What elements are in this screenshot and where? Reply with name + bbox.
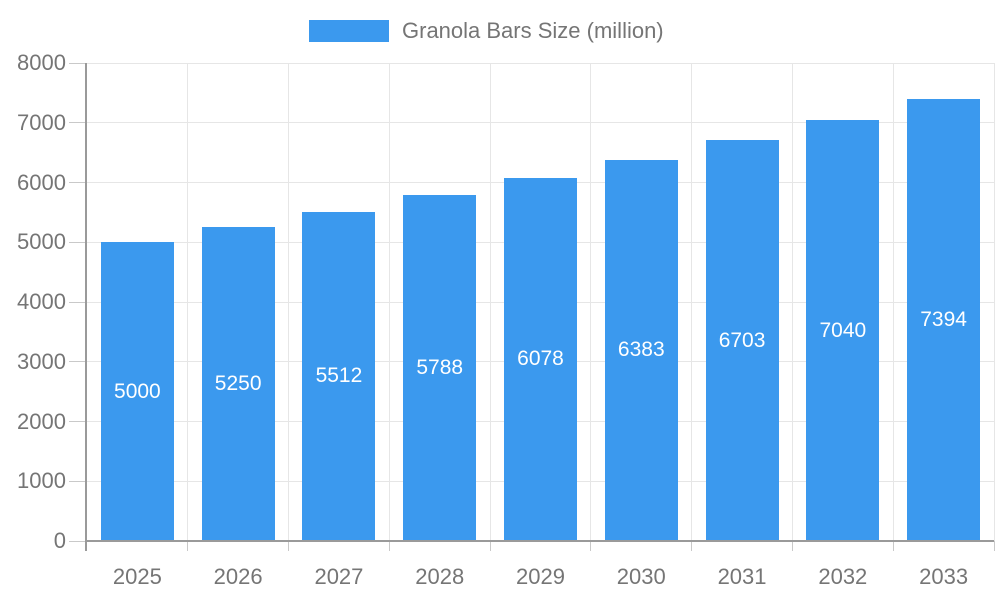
- bar-value-label: 6383: [617, 338, 665, 362]
- legend[interactable]: Granola Bars Size (million): [309, 18, 664, 44]
- legend-swatch: [309, 20, 389, 42]
- x-axis-tick: [791, 541, 793, 551]
- bar-value-label: 5000: [114, 379, 161, 403]
- bar-value-label: 7394: [920, 308, 967, 332]
- bar[interactable]: [806, 120, 880, 541]
- v-gridline: [590, 63, 592, 541]
- x-axis-tick: [288, 541, 290, 551]
- y-axis-label: 0: [53, 528, 66, 553]
- bar[interactable]: [201, 227, 275, 541]
- y-axis-label: 8000: [17, 50, 66, 75]
- v-gridline: [691, 63, 693, 541]
- x-axis-tick: [489, 541, 491, 551]
- y-axis-tick: [69, 62, 87, 64]
- bar-value-label: 5788: [416, 356, 464, 380]
- v-gridline: [288, 63, 290, 541]
- x-axis-line: [85, 540, 994, 542]
- bar[interactable]: [100, 242, 174, 541]
- y-axis-line: [85, 63, 87, 551]
- x-axis-label: 2032: [818, 564, 868, 589]
- bar[interactable]: [604, 159, 678, 541]
- y-axis-tick: [69, 361, 87, 363]
- x-axis-label: 2025: [112, 564, 162, 589]
- x-axis-label: 2026: [213, 564, 263, 589]
- v-gridline: [388, 63, 390, 541]
- y-axis-tick: [69, 301, 87, 303]
- x-axis-tick: [993, 541, 995, 551]
- h-gridline: [87, 122, 994, 124]
- bar[interactable]: [705, 140, 779, 541]
- y-axis-label: 2000: [17, 408, 66, 434]
- x-axis-label: 2031: [717, 564, 767, 589]
- bar-value-label: 6078: [517, 347, 564, 371]
- y-axis-tick: [69, 122, 87, 124]
- bar[interactable]: [403, 195, 477, 541]
- x-axis-tick: [187, 541, 189, 551]
- y-axis-label: 1000: [17, 468, 66, 494]
- bar[interactable]: [907, 99, 981, 541]
- bar-value-label: 5250: [214, 372, 262, 396]
- bar-value-label: 6703: [718, 328, 766, 352]
- v-gridline: [993, 63, 995, 541]
- bar-value-label: 5512: [315, 364, 363, 388]
- x-axis-tick: [388, 541, 390, 551]
- bar[interactable]: [302, 211, 376, 541]
- x-axis-label: 2028: [415, 564, 465, 589]
- legend-label: Granola Bars Size (million): [402, 18, 664, 43]
- v-gridline: [187, 63, 189, 541]
- y-axis-label: 3000: [17, 348, 66, 374]
- x-axis-label: 2029: [516, 564, 565, 589]
- y-axis-tick: [69, 421, 87, 422]
- x-axis-tick: [691, 541, 693, 551]
- y-axis-tick: [69, 182, 87, 183]
- bar-value-label: 7040: [819, 318, 867, 342]
- v-gridline: [489, 63, 491, 541]
- v-gridline: [892, 63, 894, 541]
- bar[interactable]: [504, 177, 577, 541]
- y-axis-tick: [69, 241, 87, 243]
- y-axis-tick: [69, 540, 87, 542]
- y-axis-tick: [69, 480, 87, 482]
- y-axis-label: 6000: [17, 169, 66, 195]
- h-gridline: [87, 62, 994, 64]
- x-axis-tick: [892, 541, 894, 551]
- y-axis-label: 5000: [17, 229, 66, 255]
- x-axis-label: 2030: [616, 564, 666, 589]
- x-axis-label: 2033: [919, 564, 969, 589]
- y-axis-label: 4000: [17, 289, 66, 314]
- v-gridline: [791, 63, 793, 541]
- x-axis-label: 2027: [314, 564, 364, 589]
- x-axis-tick: [590, 541, 592, 551]
- y-axis-label: 7000: [17, 109, 66, 135]
